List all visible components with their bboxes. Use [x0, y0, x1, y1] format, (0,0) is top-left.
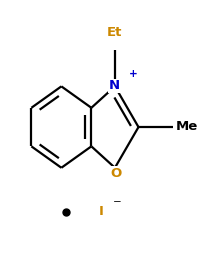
Text: +: +: [129, 69, 138, 79]
Text: I: I: [99, 205, 104, 218]
Text: Me: Me: [176, 120, 198, 132]
Text: N: N: [108, 80, 119, 92]
Text: Et: Et: [107, 26, 123, 39]
Text: O: O: [110, 167, 122, 180]
Text: −: −: [113, 197, 122, 207]
